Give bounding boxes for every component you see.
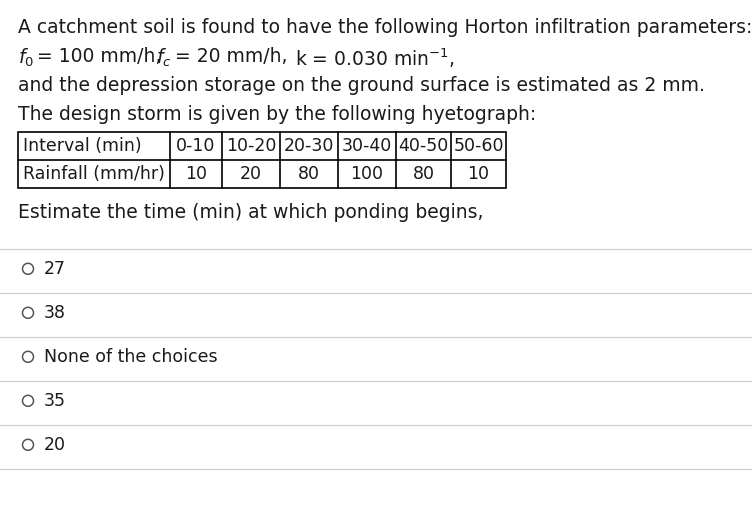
Text: 50-60: 50-60 — [453, 137, 504, 155]
Text: 10: 10 — [185, 165, 207, 183]
Text: Rainfall (mm/hr): Rainfall (mm/hr) — [23, 165, 165, 183]
Bar — [18, 132, 506, 188]
Text: 20: 20 — [44, 436, 66, 454]
Text: 40-50: 40-50 — [399, 137, 449, 155]
Text: A catchment soil is found to have the following Horton infiltration parameters:: A catchment soil is found to have the fo… — [18, 18, 752, 37]
Text: 10: 10 — [468, 165, 490, 183]
Text: The design storm is given by the following hyetograph:: The design storm is given by the followi… — [18, 105, 536, 124]
Text: $f_c$: $f_c$ — [156, 47, 171, 69]
Text: and the depression storage on the ground surface is estimated as 2 mm.: and the depression storage on the ground… — [18, 76, 705, 95]
Text: 80: 80 — [413, 165, 435, 183]
Text: 100: 100 — [350, 165, 384, 183]
Text: 20: 20 — [240, 165, 262, 183]
Circle shape — [23, 308, 34, 318]
Text: 20-30: 20-30 — [284, 137, 334, 155]
Text: k = 0.030 min$^{-1}$,: k = 0.030 min$^{-1}$, — [295, 47, 455, 71]
Text: 35: 35 — [44, 392, 66, 410]
Text: 38: 38 — [44, 304, 66, 322]
Text: Estimate the time (min) at which ponding begins,: Estimate the time (min) at which ponding… — [18, 203, 484, 222]
Text: 0-10: 0-10 — [176, 137, 216, 155]
Circle shape — [23, 395, 34, 407]
Text: None of the choices: None of the choices — [44, 348, 217, 366]
Text: 27: 27 — [44, 260, 66, 278]
Text: 10-20: 10-20 — [226, 137, 276, 155]
Circle shape — [23, 439, 34, 450]
Text: Interval (min): Interval (min) — [23, 137, 141, 155]
Text: $f_0$: $f_0$ — [18, 47, 34, 69]
Text: = 20 mm/h,: = 20 mm/h, — [175, 47, 287, 66]
Text: 30-40: 30-40 — [342, 137, 392, 155]
Text: = 100 mm/h,: = 100 mm/h, — [37, 47, 162, 66]
Circle shape — [23, 351, 34, 362]
Text: 80: 80 — [298, 165, 320, 183]
Circle shape — [23, 263, 34, 274]
